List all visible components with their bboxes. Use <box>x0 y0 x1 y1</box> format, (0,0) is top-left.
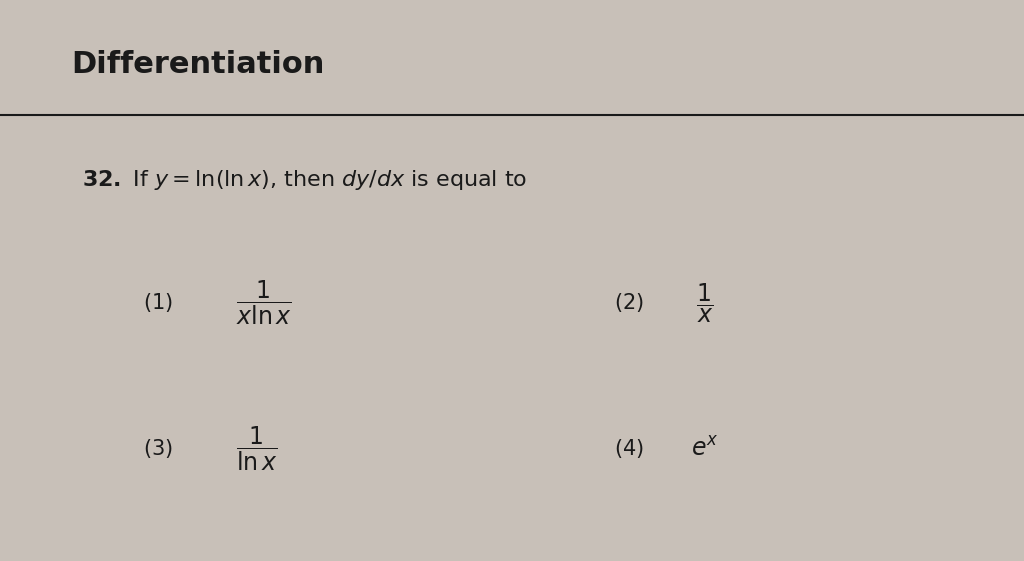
Text: $\dfrac{1}{x\ln x}$: $\dfrac{1}{x\ln x}$ <box>236 279 292 327</box>
Text: $\dfrac{1}{x}$: $\dfrac{1}{x}$ <box>696 281 714 325</box>
Text: $\mathbf{32.}$ If $y = \ln(\ln x)$, then $\mathit{dy/dx}$ is equal to: $\mathbf{32.}$ If $y = \ln(\ln x)$, then… <box>82 168 527 192</box>
Text: $(4)$: $(4)$ <box>614 438 644 460</box>
Text: $e^{x}$: $e^{x}$ <box>691 437 719 461</box>
Text: $\dfrac{1}{\ln x}$: $\dfrac{1}{\ln x}$ <box>236 425 278 473</box>
Text: $(1)$: $(1)$ <box>143 292 173 314</box>
Text: Differentiation: Differentiation <box>72 50 325 80</box>
Text: $(3)$: $(3)$ <box>143 438 173 460</box>
Text: $(2)$: $(2)$ <box>614 292 644 314</box>
